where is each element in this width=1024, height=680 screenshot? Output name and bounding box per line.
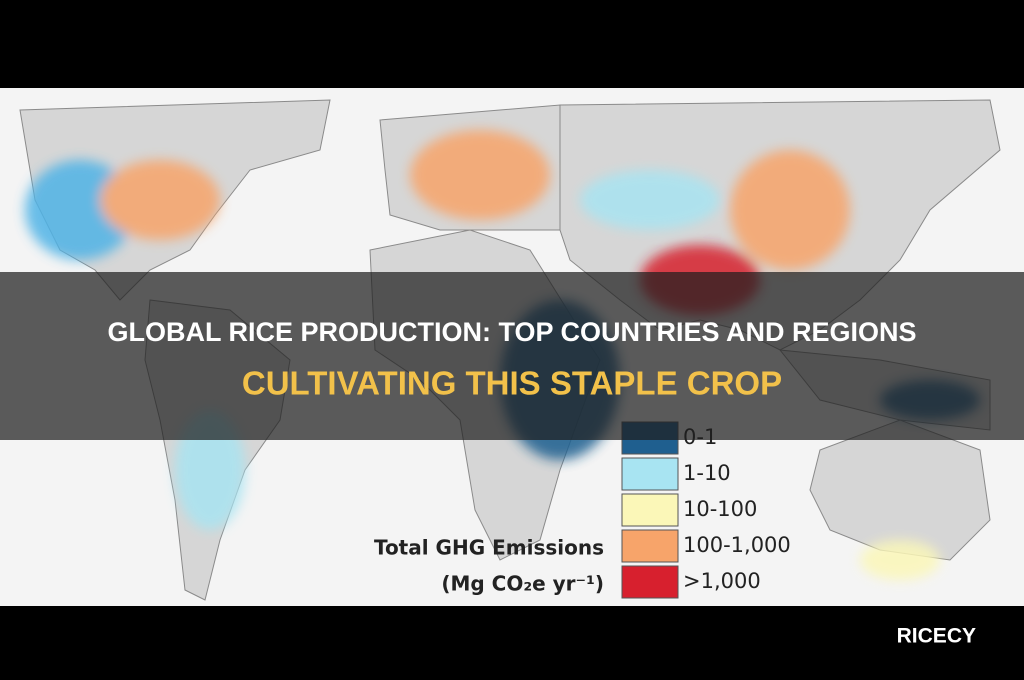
legend-unit: (Mg CO₂e yr⁻¹) bbox=[441, 572, 604, 596]
legend-label: 10-100 bbox=[683, 497, 757, 521]
legend-label: >1,000 bbox=[683, 569, 761, 593]
bottom-bar bbox=[0, 606, 1024, 680]
title-line: CULTIVATING THIS STAPLE CROP bbox=[242, 365, 782, 402]
legend-swatch bbox=[621, 565, 679, 599]
title-line: GLOBAL RICE PRODUCTION: TOP COUNTRIES AN… bbox=[107, 317, 916, 347]
brand-logo: RICECY bbox=[897, 625, 976, 648]
legend-label: 100-1,000 bbox=[683, 533, 791, 557]
legend-title: Total GHG Emissions bbox=[374, 536, 604, 560]
legend-swatch bbox=[621, 529, 679, 563]
legend-label: 1-10 bbox=[683, 461, 731, 485]
legend-swatch bbox=[621, 457, 679, 491]
title-band bbox=[0, 272, 1024, 440]
top-bar bbox=[0, 0, 1024, 88]
legend-swatch bbox=[621, 493, 679, 527]
